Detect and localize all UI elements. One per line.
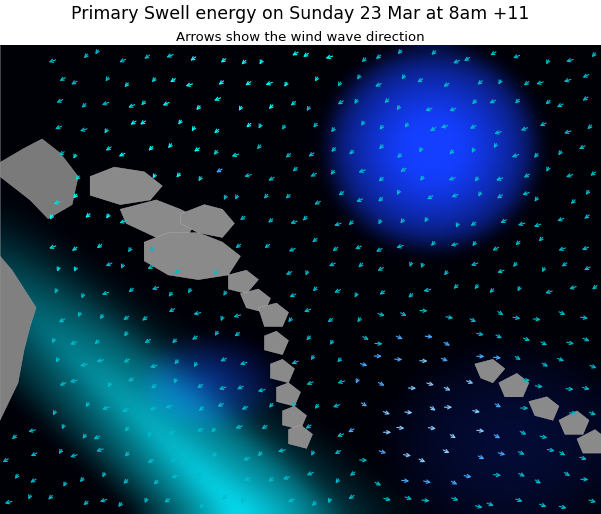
- Polygon shape: [0, 45, 36, 420]
- Polygon shape: [0, 139, 78, 218]
- Text: Arrows show the wind wave direction: Arrows show the wind wave direction: [176, 31, 425, 44]
- Polygon shape: [499, 373, 529, 397]
- Polygon shape: [240, 289, 270, 313]
- Polygon shape: [475, 359, 505, 383]
- Polygon shape: [144, 233, 240, 280]
- Polygon shape: [258, 303, 288, 326]
- Polygon shape: [228, 270, 258, 293]
- Polygon shape: [282, 406, 307, 430]
- Polygon shape: [264, 331, 288, 355]
- Polygon shape: [120, 200, 198, 237]
- Polygon shape: [270, 359, 294, 383]
- Text: Primary Swell energy on Sunday 23 Mar at 8am +11: Primary Swell energy on Sunday 23 Mar at…: [72, 5, 529, 23]
- Polygon shape: [90, 167, 162, 205]
- Polygon shape: [180, 205, 234, 237]
- Polygon shape: [529, 397, 559, 420]
- Polygon shape: [559, 411, 589, 434]
- Polygon shape: [288, 425, 313, 448]
- Polygon shape: [276, 383, 300, 406]
- Polygon shape: [577, 430, 601, 453]
